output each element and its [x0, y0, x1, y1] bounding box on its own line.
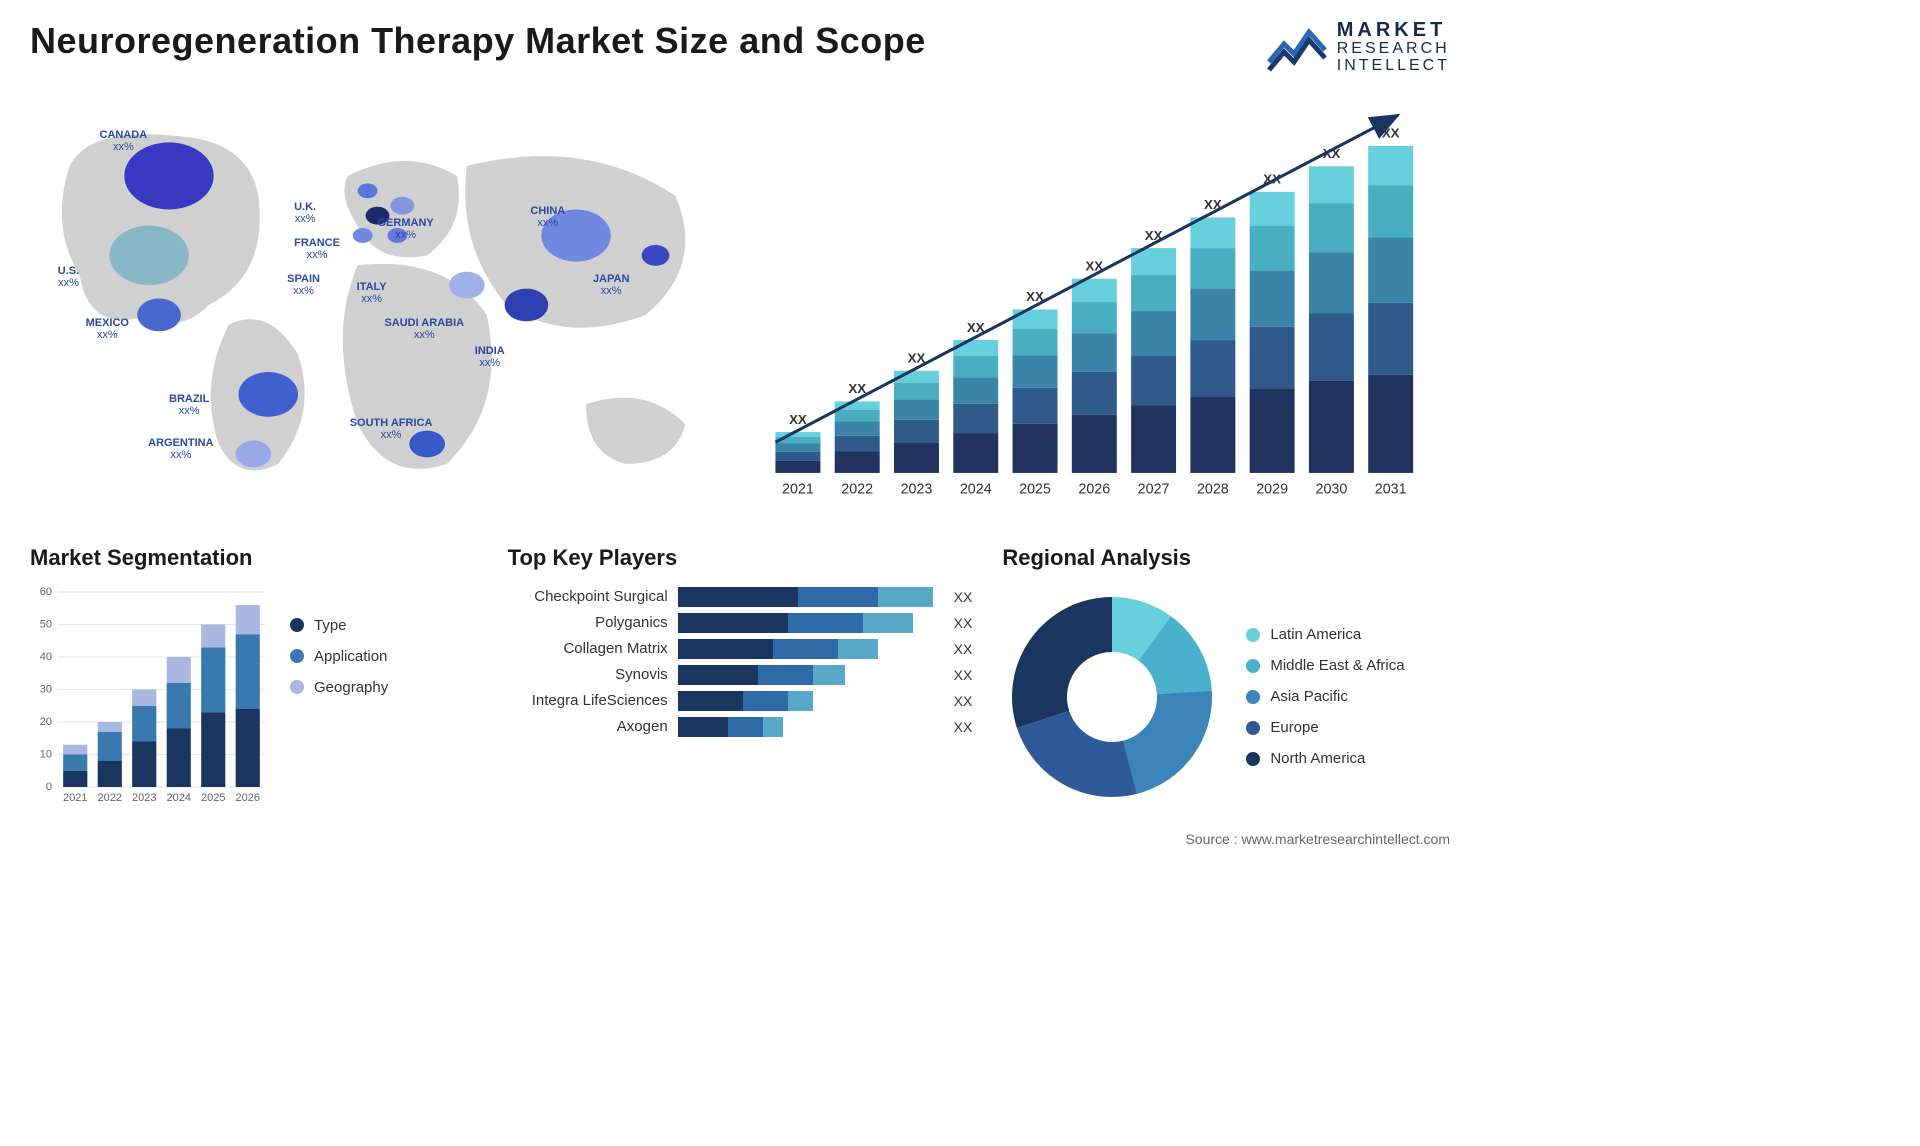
svg-text:2022: 2022	[841, 481, 873, 497]
svg-text:2024: 2024	[167, 792, 191, 804]
svg-text:2027: 2027	[1138, 481, 1170, 497]
map-label: U.K.xx%	[294, 201, 316, 225]
logo-text-2: RESEARCH	[1337, 41, 1450, 58]
regional-title: Regional Analysis	[1002, 545, 1450, 571]
svg-text:2022: 2022	[98, 792, 122, 804]
legend-item: Application	[290, 648, 478, 665]
svg-text:2021: 2021	[782, 481, 814, 497]
svg-text:XX: XX	[789, 411, 807, 426]
map-label: SPAINxx%	[287, 273, 320, 297]
svg-text:2023: 2023	[901, 481, 933, 497]
key-player-row: Collagen Matrix XX	[508, 639, 973, 659]
map-label: U.S.xx%	[58, 265, 79, 289]
key-player-name: Axogen	[508, 718, 668, 735]
legend-item: Type	[290, 617, 478, 634]
key-player-bar	[678, 587, 938, 607]
logo-mark-icon	[1267, 22, 1327, 72]
map-label: SOUTH AFRICAxx%	[350, 417, 433, 441]
legend-item: Asia Pacific	[1246, 688, 1450, 705]
svg-text:2025: 2025	[1019, 481, 1051, 497]
svg-text:2028: 2028	[1197, 481, 1229, 497]
bottom-row: Market Segmentation 0 10 20 30 40 50 60 2021 202…	[30, 545, 1450, 807]
key-players-title: Top Key Players	[508, 545, 973, 571]
legend-item: Middle East & Africa	[1246, 657, 1450, 674]
key-player-row: Checkpoint Surgical XX	[508, 587, 973, 607]
source-attribution: Source : www.marketresearchintellect.com	[30, 831, 1450, 847]
key-player-bar	[678, 665, 938, 685]
map-label: FRANCExx%	[294, 237, 340, 261]
logo-text-3: INTELLECT	[1337, 58, 1450, 75]
svg-text:40: 40	[40, 651, 52, 663]
key-player-value: XX	[954, 615, 973, 631]
legend-item: North America	[1246, 750, 1450, 767]
key-player-row: Polyganics XX	[508, 613, 973, 633]
svg-text:30: 30	[40, 683, 52, 695]
key-player-name: Collagen Matrix	[508, 640, 668, 657]
map-label: BRAZILxx%	[169, 393, 209, 417]
segmentation-chart: 0 10 20 30 40 50 60 2021 2022 2023 2024 2025 2026	[30, 587, 270, 807]
map-label: SAUDI ARABIAxx%	[384, 317, 464, 341]
map-label: ITALYxx%	[357, 281, 387, 305]
top-row: CANADAxx% U.S.xx% MEXICOxx% BRAZILxx% ARGENT…	[30, 105, 1450, 505]
map-label: GERMANYxx%	[378, 217, 434, 241]
growth-chart: XX2021XX2022XX2023XX2024XX2025XX2026XX20…	[755, 105, 1450, 514]
svg-text:XX: XX	[1382, 125, 1400, 140]
key-player-value: XX	[954, 589, 973, 605]
key-player-name: Integra LifeSciences	[508, 692, 668, 709]
key-player-row: Synovis XX	[508, 665, 973, 685]
key-player-name: Checkpoint Surgical	[508, 588, 668, 605]
key-player-value: XX	[954, 693, 973, 709]
key-players-panel: Top Key Players Checkpoint SurgicalXXPol…	[508, 545, 973, 807]
svg-text:2031: 2031	[1375, 481, 1407, 497]
regional-panel: Regional Analysis Latin America Middle Ea…	[1002, 545, 1450, 807]
svg-text:2023: 2023	[132, 792, 156, 804]
svg-text:2024: 2024	[960, 481, 992, 497]
segmentation-title: Market Segmentation	[30, 545, 478, 571]
svg-text:10: 10	[40, 748, 52, 760]
page-title: Neuroregeneration Therapy Market Size an…	[30, 20, 926, 62]
svg-text:0: 0	[46, 781, 52, 793]
logo-text-1: MARKET	[1337, 20, 1450, 41]
header: Neuroregeneration Therapy Market Size an…	[30, 20, 1450, 75]
key-player-value: XX	[954, 641, 973, 657]
key-player-bar	[678, 639, 938, 659]
svg-text:2029: 2029	[1256, 481, 1288, 497]
svg-text:2025: 2025	[201, 792, 225, 804]
map-label: CANADAxx%	[100, 129, 148, 153]
key-player-bar	[678, 691, 938, 711]
map-label: MEXICOxx%	[86, 317, 129, 341]
regional-legend: Latin America Middle East & Africa Asia Pa…	[1246, 626, 1450, 767]
key-player-value: XX	[954, 719, 973, 735]
svg-text:60: 60	[40, 587, 52, 598]
legend-item: Europe	[1246, 719, 1450, 736]
svg-text:50: 50	[40, 618, 52, 630]
world-map-panel: CANADAxx% U.S.xx% MEXICOxx% BRAZILxx% ARGENT…	[30, 105, 725, 505]
key-player-bar	[678, 613, 938, 633]
map-label: INDIAxx%	[475, 345, 505, 369]
brand-logo: MARKET RESEARCH INTELLECT	[1267, 20, 1450, 75]
map-label: JAPANxx%	[593, 273, 629, 297]
svg-text:2030: 2030	[1316, 481, 1348, 497]
key-player-row: Axogen XX	[508, 717, 973, 737]
segmentation-panel: Market Segmentation 0 10 20 30 40 50 60 2021 202…	[30, 545, 478, 807]
map-label: ARGENTINAxx%	[148, 437, 213, 461]
svg-text:2021: 2021	[63, 792, 87, 804]
key-player-row: Integra LifeSciences XX	[508, 691, 973, 711]
svg-text:2026: 2026	[1078, 481, 1110, 497]
key-player-name: Synovis	[508, 666, 668, 683]
key-players-list: Checkpoint SurgicalXXPolyganicsXXCollage…	[508, 587, 973, 737]
key-player-bar	[678, 717, 938, 737]
legend-item: Geography	[290, 679, 478, 696]
svg-text:20: 20	[40, 716, 52, 728]
legend-item: Latin America	[1246, 626, 1450, 643]
svg-text:XX: XX	[848, 381, 866, 396]
key-player-value: XX	[954, 667, 973, 683]
key-player-name: Polyganics	[508, 614, 668, 631]
regional-donut-chart	[1002, 587, 1222, 807]
map-label: CHINAxx%	[530, 205, 565, 229]
growth-chart-panel: XX2021XX2022XX2023XX2024XX2025XX2026XX20…	[755, 105, 1450, 505]
svg-text:2026: 2026	[236, 792, 260, 804]
segmentation-legend: Type Application Geography	[290, 587, 478, 807]
